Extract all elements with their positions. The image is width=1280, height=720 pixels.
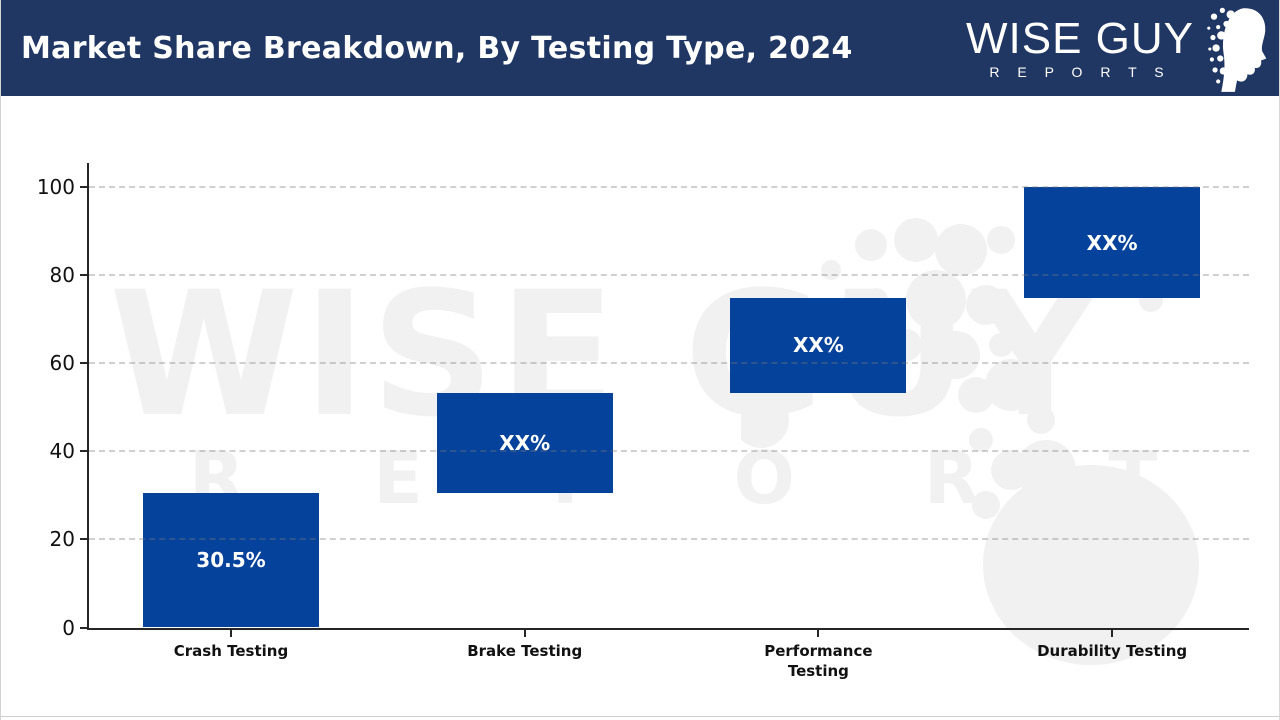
y-tick-label: 0 xyxy=(62,615,75,640)
y-axis-line xyxy=(87,163,89,630)
bottom-hairline xyxy=(1,716,1279,717)
y-tick-label: 100 xyxy=(36,175,75,199)
y-tick-label: 60 xyxy=(49,351,75,376)
bar xyxy=(143,493,319,628)
x-tick-mark xyxy=(1111,629,1114,637)
y-tick-mark xyxy=(80,538,87,541)
y-gridline xyxy=(89,274,1249,277)
y-tick-mark xyxy=(80,450,87,453)
x-tick-label: Brake Testing xyxy=(467,641,583,660)
y-gridline xyxy=(89,186,1249,188)
x-tick-mark xyxy=(230,629,232,637)
y-tick-mark xyxy=(80,186,87,188)
x-tick-label: Crash Testing xyxy=(173,641,289,660)
y-gridline xyxy=(89,362,1249,365)
y-tick-label: 40 xyxy=(49,439,75,464)
page-title: Market Share Breakdown, By Testing Type,… xyxy=(21,30,853,66)
y-tick-mark xyxy=(80,626,87,629)
x-axis-line xyxy=(87,627,1249,630)
wise-guy-reports-logo: WISE GUY R E P O R T S xyxy=(965,0,1279,96)
x-tick-label: Performance Testing xyxy=(764,641,873,680)
x-tick-mark xyxy=(817,629,820,637)
x-tick-label: Durability Testing xyxy=(1037,641,1188,660)
y-tick-mark xyxy=(80,362,87,365)
y-gridline xyxy=(89,538,1249,541)
bar-value-label: 30.5% xyxy=(196,548,266,573)
y-tick-label: 80 xyxy=(49,263,75,288)
bar xyxy=(1024,187,1201,298)
header-band: Market Share Breakdown, By Testing Type,… xyxy=(1,0,1279,96)
y-tick-label: 20 xyxy=(49,527,75,552)
bar xyxy=(730,298,907,393)
logo-brand-line1: WISE GUY xyxy=(965,14,1194,63)
logo-text: WISE GUY R E P O R T S xyxy=(965,14,1194,80)
bar-value-label: XX% xyxy=(1086,230,1138,255)
x-tick-mark xyxy=(523,629,526,637)
bar-value-label: XX% xyxy=(792,333,844,358)
bar xyxy=(436,392,613,494)
bar-value-label: XX% xyxy=(499,430,551,455)
y-tick-mark xyxy=(80,274,87,277)
watermark-face-dots-icon xyxy=(741,218,1199,665)
face-dots-logo-icon xyxy=(1207,7,1267,92)
y-gridline xyxy=(89,450,1249,453)
logo-brand-line2: R E P O R T S xyxy=(989,64,1171,80)
